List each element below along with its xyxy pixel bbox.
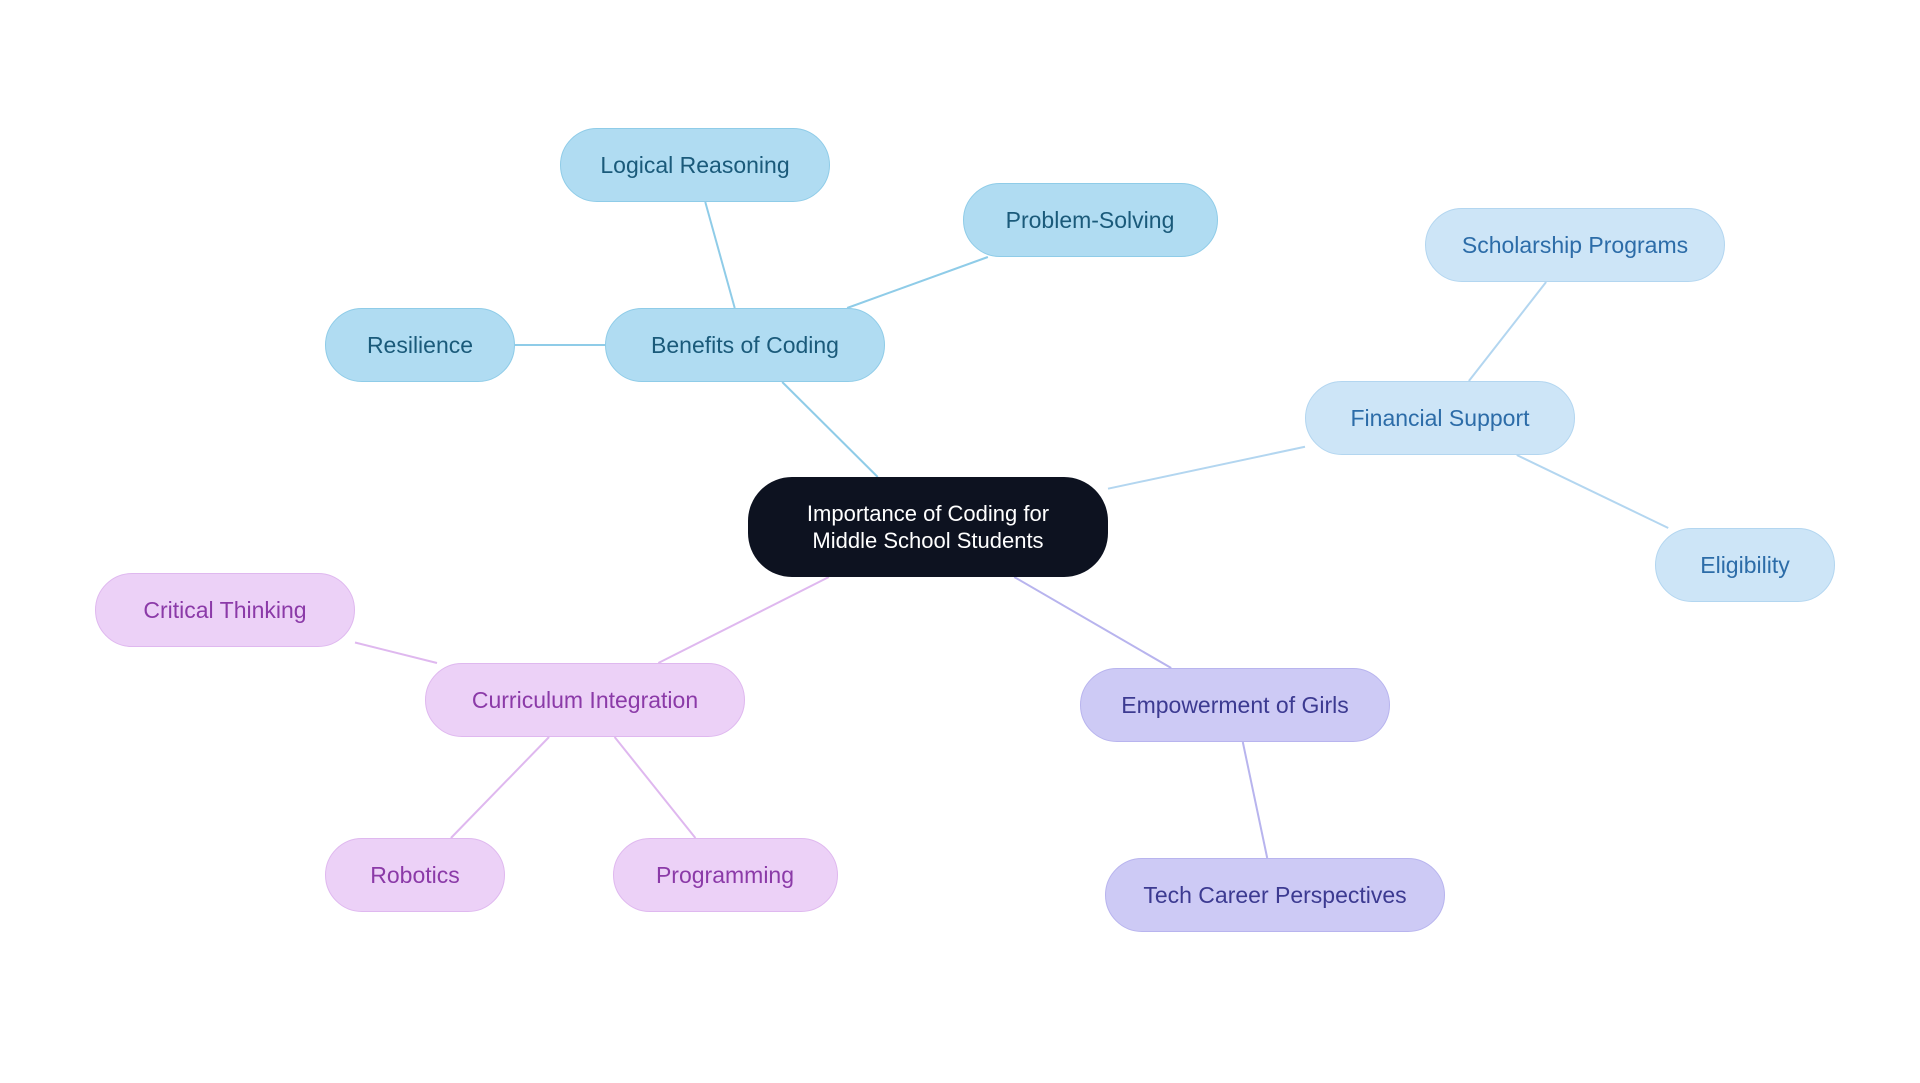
node-logical: Logical Reasoning xyxy=(560,128,830,202)
edge-curriculum-programming xyxy=(615,737,696,838)
node-financial: Financial Support xyxy=(1305,381,1575,455)
node-label: Critical Thinking xyxy=(143,596,306,625)
edge-benefits-logical xyxy=(705,202,734,308)
node-label: Empowerment of Girls xyxy=(1121,691,1349,720)
node-label: Importance of Coding for Middle School S… xyxy=(807,500,1049,555)
node-label: Resilience xyxy=(367,331,473,360)
node-label: Benefits of Coding xyxy=(651,331,839,360)
edge-center-benefits xyxy=(782,382,878,477)
node-label: Eligibility xyxy=(1700,551,1789,580)
node-center: Importance of Coding for Middle School S… xyxy=(748,477,1108,577)
node-benefits: Benefits of Coding xyxy=(605,308,885,382)
node-scholarship: Scholarship Programs xyxy=(1425,208,1725,282)
node-label: Curriculum Integration xyxy=(472,686,698,715)
node-resilience: Resilience xyxy=(325,308,515,382)
node-label: Problem-Solving xyxy=(1006,206,1175,235)
node-empower: Empowerment of Girls xyxy=(1080,668,1390,742)
node-problem: Problem-Solving xyxy=(963,183,1218,257)
edge-center-curriculum xyxy=(658,577,829,663)
node-critical: Critical Thinking xyxy=(95,573,355,647)
edge-benefits-problem xyxy=(847,257,988,308)
edge-curriculum-critical xyxy=(355,643,437,664)
edge-financial-scholarship xyxy=(1469,282,1546,381)
node-label: Financial Support xyxy=(1351,404,1530,433)
node-robotics: Robotics xyxy=(325,838,505,912)
node-programming: Programming xyxy=(613,838,838,912)
edge-curriculum-robotics xyxy=(451,737,549,838)
node-curriculum: Curriculum Integration xyxy=(425,663,745,737)
node-eligibility: Eligibility xyxy=(1655,528,1835,602)
edge-financial-eligibility xyxy=(1517,455,1668,528)
node-label: Logical Reasoning xyxy=(600,151,789,180)
node-label: Programming xyxy=(656,861,794,890)
node-techcareer: Tech Career Perspectives xyxy=(1105,858,1445,932)
node-label: Tech Career Perspectives xyxy=(1143,881,1406,910)
node-label: Robotics xyxy=(370,861,459,890)
edge-empower-techcareer xyxy=(1243,742,1267,858)
edge-center-financial xyxy=(1108,447,1305,489)
node-label: Scholarship Programs xyxy=(1462,231,1688,260)
edge-center-empower xyxy=(1014,577,1171,668)
